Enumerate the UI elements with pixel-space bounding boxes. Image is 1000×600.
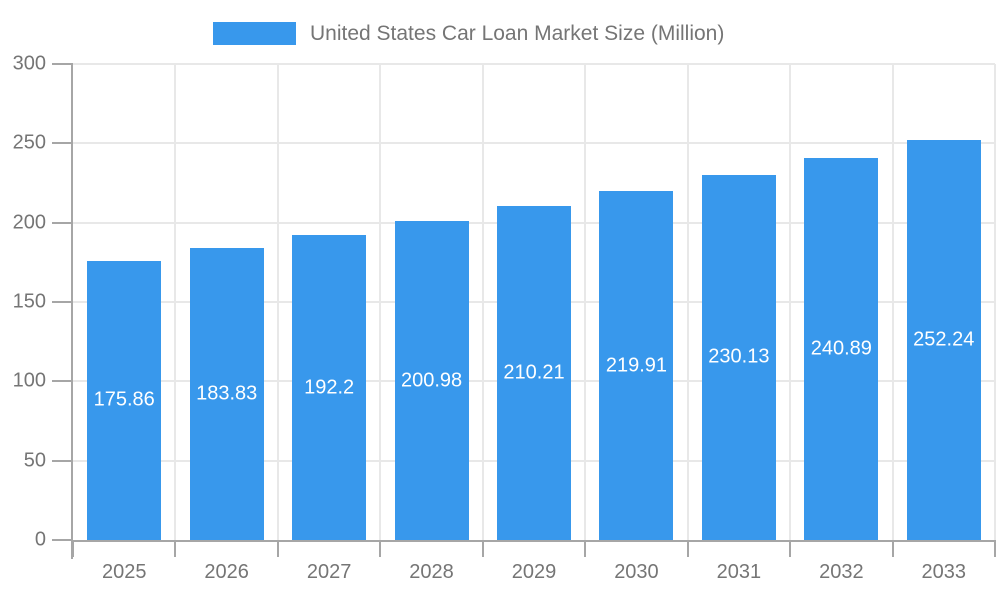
legend-swatch [213,22,296,45]
x-axis-tick-label: 2031 [716,561,762,583]
x-gridline [379,64,382,540]
bar-2032[interactable] [804,157,879,540]
bar-value-label: 252.24 [913,328,975,351]
x-gridline [584,64,587,540]
y-axis-tick [52,221,73,224]
bar-value-label: 183.83 [196,382,258,405]
y-gridline [73,142,995,145]
y-axis-tick-label: 100 [12,369,46,392]
x-axis-tick-label: 2025 [101,561,147,583]
x-axis-tick [584,540,587,557]
bar-value-label: 210.21 [503,361,565,384]
x-axis-tick [789,540,792,557]
bar-value-label: 240.89 [810,337,872,360]
x-axis-tick [72,540,74,557]
x-gridline [789,64,792,540]
bar-2030[interactable] [599,191,674,540]
y-axis-tick [52,142,73,145]
y-gridline [73,63,995,65]
bar-2028[interactable] [394,221,469,540]
y-axis-tick [52,301,73,303]
y-axis-tick-label: 50 [23,449,46,472]
y-axis-tick-label: 150 [12,290,46,313]
x-gridline [994,64,996,540]
y-axis-line [71,64,73,559]
bar-value-label: 219.91 [605,354,668,377]
bar-2029[interactable] [497,206,571,540]
y-axis-tick-label: 250 [12,131,46,154]
x-axis-tick-label: 2028 [409,561,454,583]
x-axis-tick [891,540,894,557]
x-axis-tick [379,540,382,557]
y-axis-tick [52,380,73,383]
bar-value-label: 175.86 [93,388,155,411]
y-axis-tick [52,63,73,65]
y-axis-tick [52,539,73,541]
x-gridline [481,64,484,540]
bar-2025[interactable] [87,260,162,540]
bar-2026[interactable] [189,248,264,540]
x-gridline [174,64,177,540]
chart-title: United States Car Loan Market Size (Mill… [310,21,725,45]
bar-2033[interactable] [906,139,981,540]
x-axis-tick-label: 2029 [511,561,557,583]
x-axis-tick [481,540,484,557]
x-axis-tick [994,540,996,557]
y-axis-tick-label: 300 [12,52,46,75]
x-axis-tick [276,540,279,557]
x-axis-tick-label: 2027 [306,561,352,583]
bar-2027[interactable] [292,235,367,540]
x-gridline [276,64,279,540]
y-axis-tick-label: 200 [12,211,46,234]
x-axis-tick [686,540,689,557]
x-axis-tick-label: 2030 [614,561,659,583]
bar-value-label: 192.2 [304,376,355,399]
x-axis-tick-label: 2026 [204,561,249,583]
y-axis-tick-label: 0 [34,528,46,551]
bar-value-label: 230.13 [708,345,770,368]
y-axis-tick [52,459,73,462]
bar-2031[interactable] [701,174,776,540]
x-gridline [686,64,689,540]
x-axis-tick [174,540,177,557]
x-axis-line [71,540,995,542]
x-axis-tick-label: 2032 [819,561,864,583]
x-axis-tick-label: 2033 [921,561,967,583]
chart-legend[interactable]: United States Car Loan Market Size (Mill… [213,22,724,45]
x-gridline [891,64,894,540]
bar-value-label: 200.98 [400,369,463,392]
